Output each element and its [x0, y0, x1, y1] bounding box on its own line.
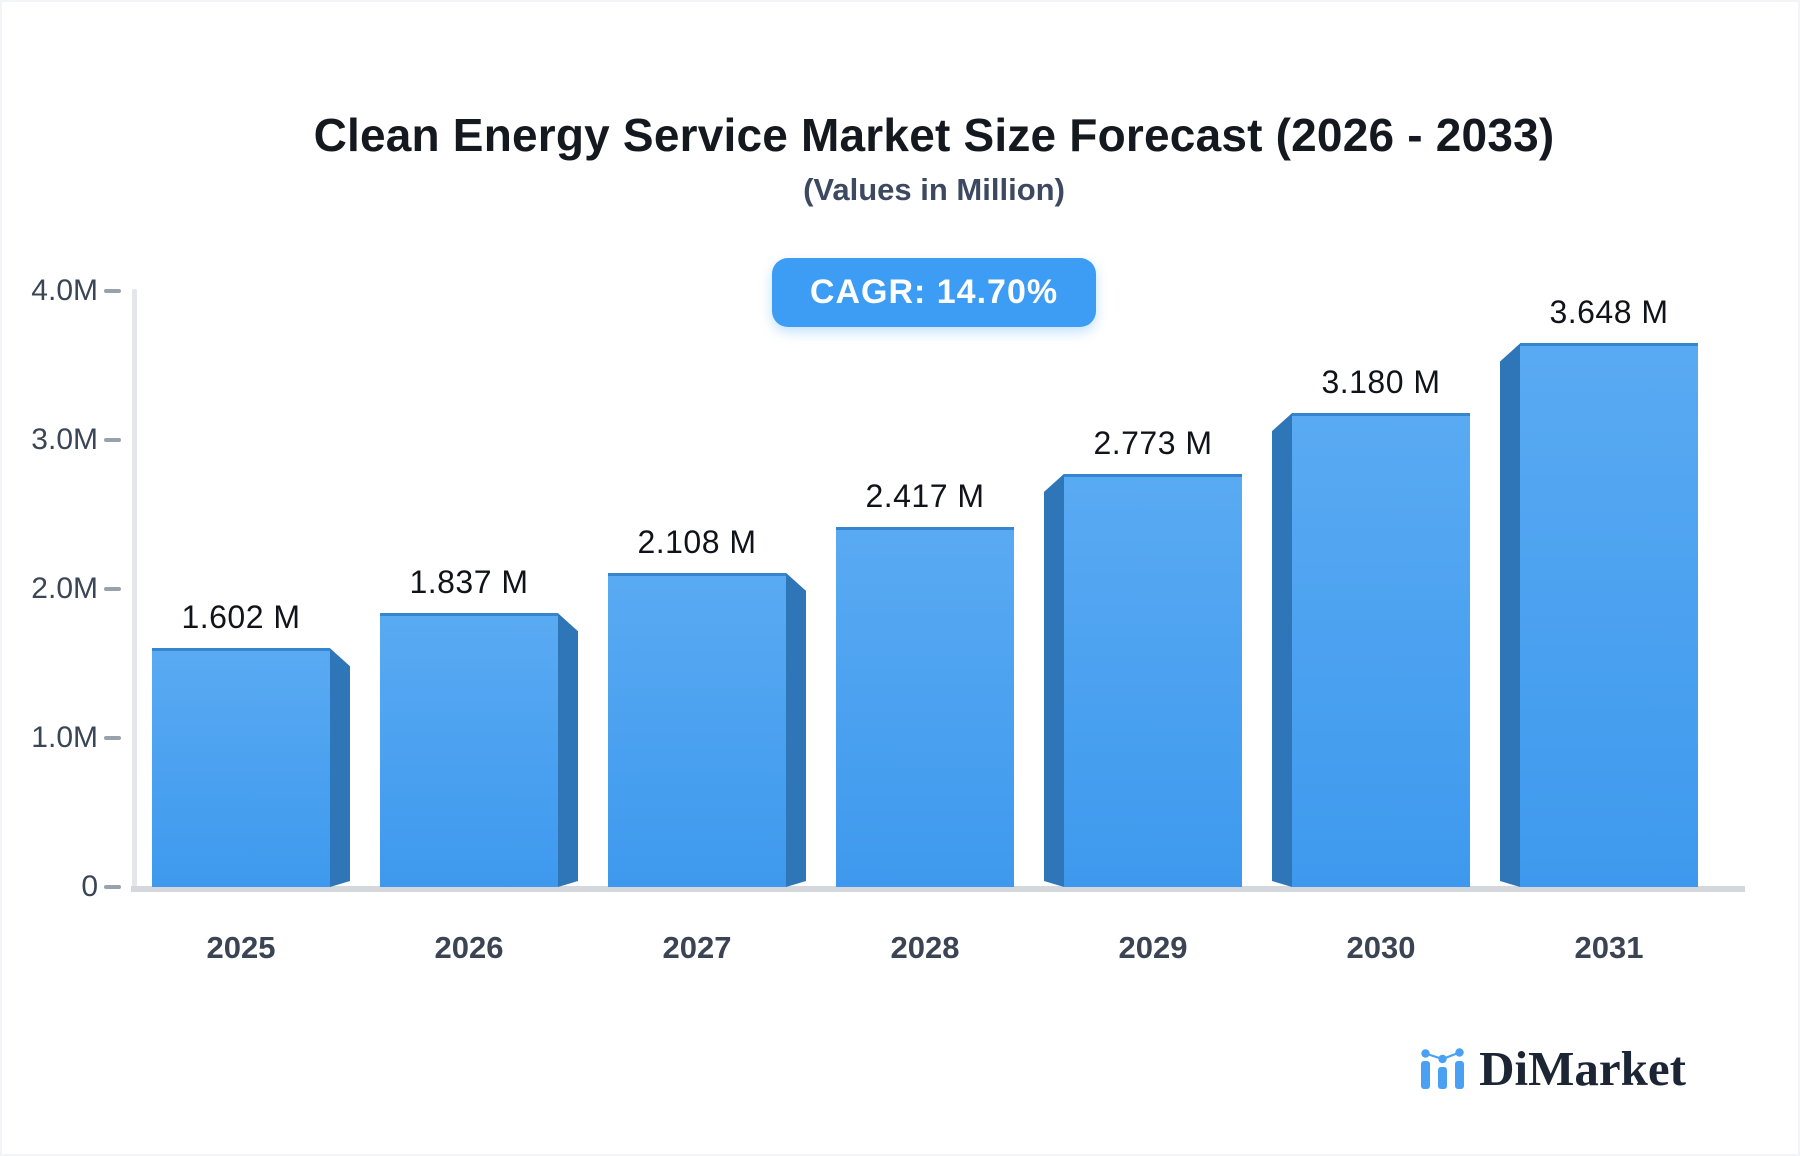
- bar-value-label-2030: 3.180 M: [1321, 364, 1441, 401]
- x-tick-label-2031: 2031: [1574, 930, 1644, 965]
- y-tick-mark: [104, 289, 121, 293]
- bar-side-face-2026: [558, 613, 578, 887]
- bar-2026: [380, 613, 558, 887]
- cagr-badge-row: CAGR: 14.70%: [66, 258, 1798, 327]
- y-tick-mark: [104, 438, 121, 442]
- x-tick-label-2029: 2029: [1118, 930, 1188, 965]
- y-tick-mark: [104, 736, 121, 740]
- brand-logo-text: DiMarket: [1479, 1041, 1686, 1096]
- y-tick-mark: [104, 587, 121, 591]
- bar-side-face-2025: [330, 648, 350, 887]
- bar-side-face-2027: [786, 573, 806, 887]
- y-axis-line: [132, 289, 137, 887]
- bar-2027: [608, 572, 786, 887]
- bar-side-face-2030: [1272, 413, 1292, 887]
- y-tick-label-2.0M: 2.0M: [31, 572, 98, 605]
- x-tick-label-2030: 2030: [1346, 930, 1416, 965]
- cagr-badge: CAGR: 14.70%: [771, 258, 1097, 327]
- brand-logo: DiMarket: [1420, 1044, 1686, 1093]
- bar-2029: [1064, 473, 1242, 887]
- y-tick-mark: [104, 885, 121, 889]
- bar-side-face-2031: [1500, 343, 1520, 887]
- x-tick-label-2028: 2028: [890, 930, 960, 965]
- bar-value-label-2025: 1.602 M: [181, 599, 301, 636]
- x-axis-line: [131, 886, 1745, 892]
- bar-2025: [152, 648, 330, 887]
- bar-value-label-2031: 3.648 M: [1549, 294, 1669, 331]
- y-tick-label-1.0M: 1.0M: [31, 721, 98, 754]
- brand-logo-icon: [1421, 1047, 1465, 1089]
- bar-value-label-2028: 2.417 M: [865, 477, 985, 514]
- bar-2030: [1292, 413, 1470, 887]
- x-tick-label-2026: 2026: [434, 930, 504, 965]
- y-tick-label-4.0M: 4.0M: [31, 274, 98, 307]
- bar-value-label-2027: 2.108 M: [637, 523, 757, 560]
- y-tick-label-0: 0: [81, 870, 98, 903]
- bar-side-face-2029: [1044, 474, 1064, 887]
- bar-2031: [1520, 343, 1698, 887]
- chart-title: Clean Energy Service Market Size Forecas…: [313, 109, 1555, 161]
- x-tick-label-2025: 2025: [206, 930, 276, 965]
- bar-value-label-2026: 1.837 M: [409, 564, 529, 601]
- y-tick-label-3.0M: 3.0M: [31, 423, 98, 456]
- chart-subtitle: (Values in Million): [803, 172, 1065, 207]
- bar-2028: [836, 526, 1014, 887]
- bar-value-label-2029: 2.773 M: [1093, 424, 1213, 461]
- x-tick-label-2027: 2027: [662, 930, 732, 965]
